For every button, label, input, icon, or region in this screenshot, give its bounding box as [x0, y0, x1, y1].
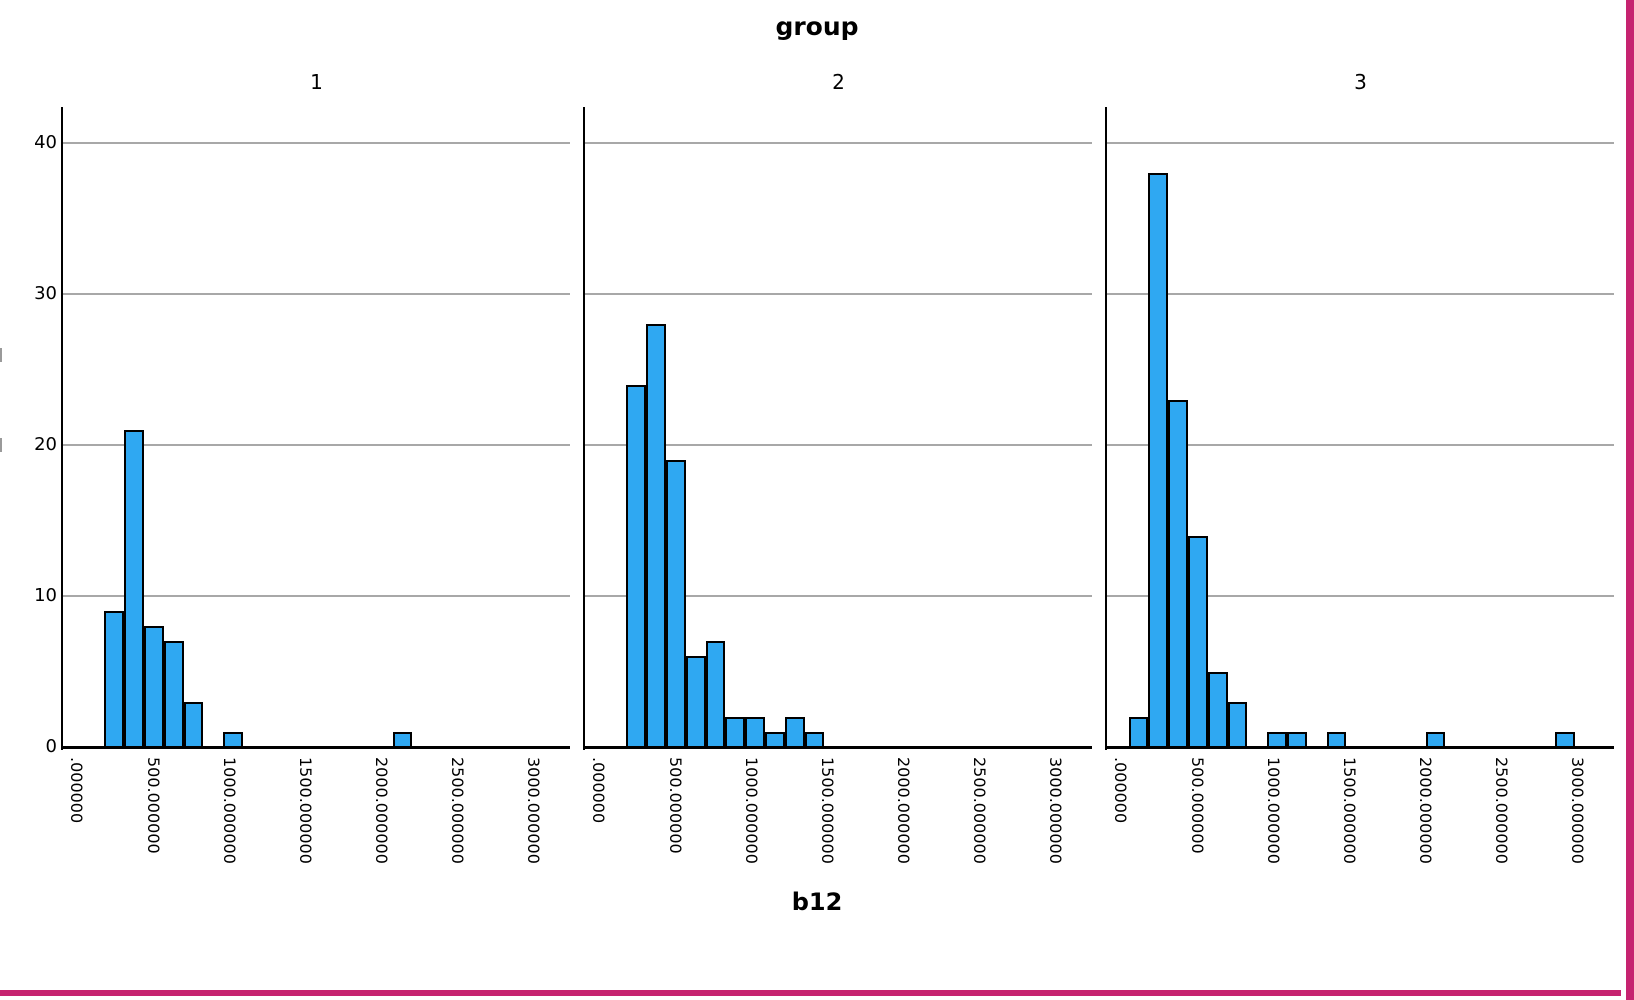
histogram-bar — [163, 641, 184, 748]
x-tick-label: 2000.000000 — [893, 757, 913, 864]
facet-label: 2 — [832, 70, 845, 94]
histogram-bar — [705, 641, 726, 748]
y-tick-label: 30 — [34, 283, 57, 304]
x-tick-label: 3000.000000 — [1568, 757, 1588, 864]
y-tick-label: 10 — [34, 585, 57, 606]
x-tick-label: 2000.000000 — [1415, 757, 1435, 864]
histogram-bar — [1227, 701, 1248, 748]
histogram-bar — [685, 656, 706, 748]
x-axis-title: b12 — [791, 888, 843, 916]
x-tick-label: 3000.000000 — [1046, 757, 1066, 864]
x-tick-label: 1000.000000 — [219, 757, 239, 864]
histogram-bar — [104, 611, 125, 748]
histogram-bar — [665, 460, 686, 748]
gridline — [63, 595, 570, 597]
y-axis-line — [583, 107, 585, 750]
x-axis-line — [61, 746, 570, 749]
x-tick-label: 2500.000000 — [970, 757, 990, 864]
histogram-bar — [626, 384, 647, 748]
selection-border-right — [1626, 0, 1634, 1000]
histogram-bar — [745, 716, 765, 748]
histogram-bar — [1207, 671, 1228, 748]
x-axis-line — [583, 746, 1092, 749]
gridline — [1107, 444, 1614, 446]
y-tick-label: 40 — [34, 132, 57, 153]
x-tick-label: 2500.000000 — [1492, 757, 1512, 864]
x-tick-label: 1500.000000 — [295, 757, 315, 864]
x-tick-label: .000000 — [1111, 757, 1131, 824]
gridline — [1107, 293, 1614, 295]
x-axis-line — [1105, 746, 1614, 749]
x-tick-label: 2000.000000 — [371, 757, 391, 864]
x-tick-label: 1000.000000 — [741, 757, 761, 864]
histogram-bar — [1168, 399, 1188, 748]
histogram-bar — [1128, 716, 1149, 748]
gridline — [585, 595, 1092, 597]
gridline — [63, 444, 570, 446]
x-tick-label: 500.000000 — [665, 757, 685, 854]
x-tick-label: .000000 — [67, 757, 87, 824]
gridline — [585, 444, 1092, 446]
x-tick-label: .000000 — [589, 757, 609, 824]
x-tick-label: 500.000000 — [1187, 757, 1207, 854]
x-tick-label: 2500.000000 — [448, 757, 468, 864]
gridline — [63, 142, 570, 144]
histogram-bar — [143, 626, 164, 748]
gridline — [585, 142, 1092, 144]
gridline — [1107, 142, 1614, 144]
histogram-bar — [183, 701, 204, 748]
x-tick-label: 1500.000000 — [1339, 757, 1359, 864]
histogram-bar — [124, 429, 144, 748]
y-tick-label: 0 — [45, 736, 57, 757]
gridline — [63, 293, 570, 295]
x-tick-label: 1000.000000 — [1263, 757, 1283, 864]
histogram-bar — [646, 324, 666, 748]
gridline — [585, 293, 1092, 295]
x-tick-label: 3000.000000 — [524, 757, 544, 864]
selection-border-bottom — [0, 990, 1621, 996]
histogram-bar — [1148, 173, 1169, 748]
y-tick-label: 20 — [34, 434, 57, 455]
chart-title: group — [775, 12, 859, 41]
facet-label: 3 — [1354, 70, 1367, 94]
y-axis-label-fragment — [0, 438, 2, 452]
y-axis-line — [1105, 107, 1107, 750]
x-tick-label: 500.000000 — [143, 757, 163, 854]
histogram-bar — [1187, 535, 1208, 748]
gridline — [1107, 595, 1614, 597]
histogram-bar — [784, 716, 805, 748]
histogram-bar — [725, 716, 746, 748]
x-tick-label: 1500.000000 — [817, 757, 837, 864]
y-axis-line — [61, 107, 63, 750]
facet-label: 1 — [310, 70, 323, 94]
y-axis-label-fragment — [0, 348, 2, 362]
